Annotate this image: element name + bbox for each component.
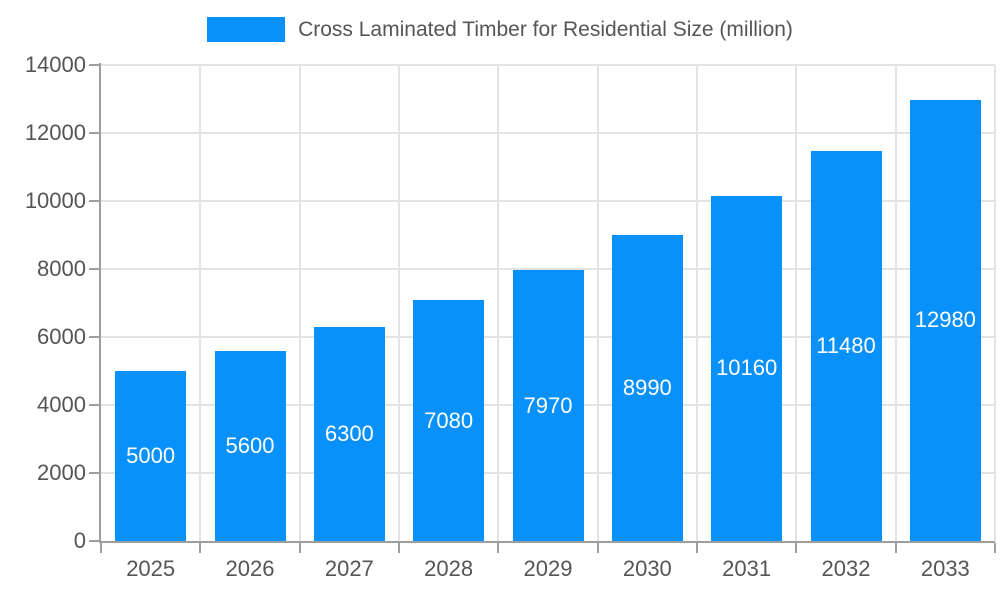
y-axis-tick — [89, 540, 99, 542]
plot-area: 0 2000 4000 6000 8000 10000 12000 14000 5000 2025… — [25, 52, 996, 581]
x-gridline — [298, 65, 301, 541]
x-gridline — [398, 65, 400, 541]
x-axis-tick — [100, 543, 102, 553]
bar-value-label: 5000 — [126, 443, 176, 468]
y-axis-label: 14000 — [24, 52, 86, 77]
bar-value-label: 8990 — [622, 375, 672, 401]
x-gridline — [596, 65, 599, 541]
x-axis-label: 2030 — [622, 556, 672, 581]
y-gridline — [101, 268, 995, 270]
x-axis-label: 2026 — [225, 556, 275, 581]
y-axis-tick — [89, 200, 99, 202]
bar[interactable]: 6300 — [313, 326, 385, 541]
y-gridline — [101, 132, 995, 134]
x-axis-label: 2031 — [722, 556, 772, 581]
x-axis-tick — [199, 543, 202, 553]
bar-value-label: 5600 — [225, 432, 275, 458]
y-axis-line — [99, 63, 101, 541]
y-gridline — [101, 64, 995, 66]
y-axis-tick — [89, 472, 99, 474]
bar[interactable]: 10160 — [711, 195, 783, 541]
x-axis-tick — [696, 543, 698, 553]
legend-swatch-icon — [207, 17, 286, 42]
bar[interactable]: 5000 — [115, 371, 187, 541]
bar-value-label: 10160 — [716, 355, 778, 381]
bar[interactable]: 11480 — [810, 150, 882, 541]
x-gridline — [696, 65, 698, 541]
y-axis-label: 8000 — [37, 256, 86, 281]
y-axis-label: 4000 — [37, 392, 86, 417]
legend[interactable]: Cross Laminated Timber for Residential S… — [0, 17, 1000, 42]
bar[interactable]: 12980 — [909, 99, 981, 541]
bar-value-label: 6300 — [324, 420, 374, 446]
bar[interactable]: 8990 — [611, 235, 683, 541]
bar[interactable]: 7080 — [413, 300, 485, 541]
x-gridline — [497, 65, 500, 541]
bar-value-label: 12980 — [914, 307, 976, 333]
x-axis-label: 2033 — [920, 556, 970, 581]
x-axis-tick — [298, 543, 301, 553]
y-axis-tick — [89, 132, 99, 134]
x-axis-label: 2028 — [424, 556, 474, 581]
x-axis-tick — [398, 543, 400, 553]
bar-value-label: 7970 — [523, 392, 573, 418]
y-axis-tick — [89, 268, 99, 270]
x-axis-tick — [596, 543, 599, 553]
x-axis-line — [99, 541, 995, 543]
x-gridline — [199, 65, 202, 541]
chart-title: Cross Laminated Timber for Residential S… — [298, 18, 793, 41]
y-axis-label: 0 — [73, 528, 86, 553]
y-axis-label: 2000 — [37, 460, 86, 485]
x-axis-label: 2027 — [324, 556, 374, 581]
bar-value-label: 7080 — [424, 407, 474, 433]
x-axis-label: 2032 — [821, 556, 871, 581]
y-axis-tick — [89, 336, 99, 338]
x-gridline — [994, 65, 996, 541]
x-axis-tick — [894, 543, 897, 553]
x-axis-tick — [497, 543, 500, 553]
y-axis-tick — [89, 64, 99, 66]
y-gridline — [101, 200, 995, 202]
y-axis-label: 6000 — [37, 324, 86, 349]
x-axis-tick — [994, 543, 996, 553]
x-axis-label: 2029 — [523, 556, 573, 581]
y-axis-label: 12000 — [24, 120, 86, 145]
x-gridline — [795, 65, 798, 541]
x-axis-label: 2025 — [126, 556, 176, 581]
x-gridline — [894, 65, 897, 541]
bar[interactable]: 5600 — [214, 350, 286, 541]
y-axis-tick — [89, 404, 99, 406]
y-axis-label: 10000 — [24, 188, 86, 213]
bar[interactable]: 7970 — [512, 270, 584, 541]
x-axis-tick — [795, 543, 798, 553]
bar-value-label: 11480 — [816, 332, 876, 358]
